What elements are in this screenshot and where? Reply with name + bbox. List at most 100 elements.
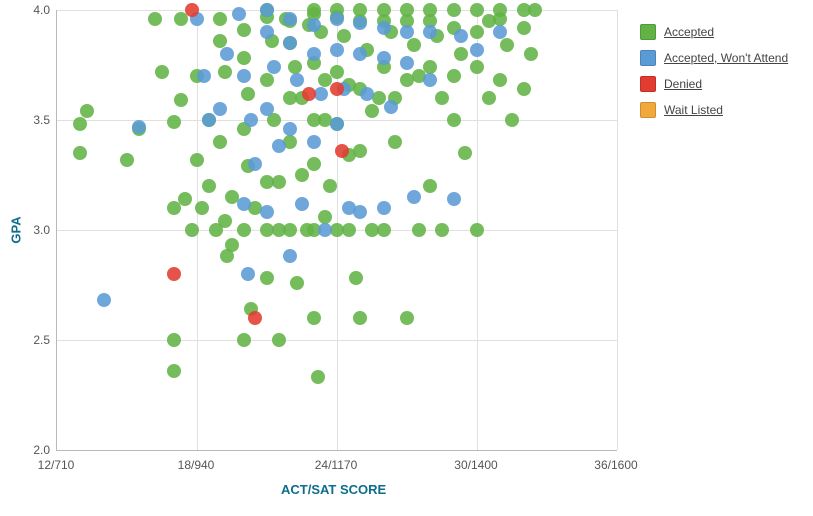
data-point-accepted_wont_attend[interactable] [132, 120, 146, 134]
data-point-denied[interactable] [185, 3, 199, 17]
data-point-accepted[interactable] [213, 12, 227, 26]
data-point-accepted_wont_attend[interactable] [330, 43, 344, 57]
data-point-accepted[interactable] [470, 3, 484, 17]
data-point-accepted_wont_attend[interactable] [454, 29, 468, 43]
data-point-accepted[interactable] [80, 104, 94, 118]
data-point-accepted[interactable] [377, 223, 391, 237]
data-point-accepted[interactable] [260, 73, 274, 87]
data-point-accepted_wont_attend[interactable] [377, 201, 391, 215]
data-point-accepted[interactable] [505, 113, 519, 127]
data-point-accepted_wont_attend[interactable] [260, 102, 274, 116]
data-point-denied[interactable] [330, 82, 344, 96]
data-point-accepted[interactable] [73, 117, 87, 131]
data-point-accepted_wont_attend[interactable] [232, 7, 246, 21]
data-point-accepted[interactable] [524, 47, 538, 61]
data-point-accepted_wont_attend[interactable] [307, 18, 321, 32]
data-point-denied[interactable] [248, 311, 262, 325]
data-point-accepted_wont_attend[interactable] [377, 21, 391, 35]
data-point-accepted[interactable] [260, 271, 274, 285]
legend-item-accepted[interactable]: Accepted [640, 24, 788, 40]
data-point-accepted_wont_attend[interactable] [220, 47, 234, 61]
data-point-accepted[interactable] [174, 93, 188, 107]
data-point-accepted[interactable] [167, 364, 181, 378]
data-point-accepted_wont_attend[interactable] [237, 197, 251, 211]
data-point-accepted_wont_attend[interactable] [400, 25, 414, 39]
data-point-accepted_wont_attend[interactable] [260, 205, 274, 219]
data-point-accepted_wont_attend[interactable] [283, 122, 297, 136]
data-point-accepted[interactable] [470, 25, 484, 39]
data-point-accepted[interactable] [311, 370, 325, 384]
data-point-accepted_wont_attend[interactable] [272, 139, 286, 153]
data-point-accepted_wont_attend[interactable] [283, 249, 297, 263]
data-point-accepted_wont_attend[interactable] [353, 16, 367, 30]
data-point-accepted[interactable] [500, 38, 514, 52]
data-point-accepted_wont_attend[interactable] [97, 293, 111, 307]
data-point-accepted[interactable] [435, 91, 449, 105]
data-point-accepted[interactable] [307, 3, 321, 17]
legend-item-waitlisted[interactable]: Wait Listed [640, 102, 788, 118]
data-point-accepted_wont_attend[interactable] [493, 25, 507, 39]
data-point-accepted_wont_attend[interactable] [423, 73, 437, 87]
data-point-accepted[interactable] [218, 65, 232, 79]
data-point-accepted[interactable] [412, 223, 426, 237]
data-point-accepted[interactable] [353, 144, 367, 158]
data-point-accepted[interactable] [283, 223, 297, 237]
data-point-accepted[interactable] [185, 223, 199, 237]
data-point-accepted[interactable] [365, 104, 379, 118]
data-point-accepted[interactable] [178, 192, 192, 206]
data-point-accepted[interactable] [470, 223, 484, 237]
data-point-accepted[interactable] [290, 276, 304, 290]
data-point-accepted_wont_attend[interactable] [237, 69, 251, 83]
data-point-accepted[interactable] [155, 65, 169, 79]
data-point-accepted[interactable] [167, 115, 181, 129]
data-point-accepted[interactable] [482, 91, 496, 105]
data-point-accepted_wont_attend[interactable] [384, 100, 398, 114]
data-point-accepted[interactable] [517, 82, 531, 96]
data-point-accepted[interactable] [454, 47, 468, 61]
data-point-accepted[interactable] [400, 311, 414, 325]
data-point-accepted[interactable] [407, 38, 421, 52]
data-point-accepted_wont_attend[interactable] [330, 117, 344, 131]
data-point-accepted[interactable] [377, 3, 391, 17]
data-point-accepted_wont_attend[interactable] [353, 47, 367, 61]
data-point-accepted[interactable] [272, 333, 286, 347]
data-point-accepted[interactable] [318, 210, 332, 224]
data-point-accepted[interactable] [148, 12, 162, 26]
data-point-accepted[interactable] [353, 311, 367, 325]
data-point-accepted[interactable] [423, 60, 437, 74]
data-point-accepted[interactable] [493, 73, 507, 87]
data-point-accepted[interactable] [120, 153, 134, 167]
data-point-accepted[interactable] [307, 311, 321, 325]
data-point-accepted[interactable] [470, 60, 484, 74]
data-point-accepted[interactable] [528, 3, 542, 17]
data-point-accepted[interactable] [342, 223, 356, 237]
legend-item-accepted_wont_attend[interactable]: Accepted, Won't Attend [640, 50, 788, 66]
data-point-accepted[interactable] [330, 65, 344, 79]
data-point-denied[interactable] [167, 267, 181, 281]
data-point-accepted[interactable] [458, 146, 472, 160]
data-point-accepted[interactable] [190, 153, 204, 167]
data-point-accepted_wont_attend[interactable] [360, 87, 374, 101]
data-point-accepted[interactable] [349, 271, 363, 285]
data-point-accepted_wont_attend[interactable] [260, 3, 274, 17]
data-point-accepted_wont_attend[interactable] [290, 73, 304, 87]
data-point-accepted[interactable] [195, 201, 209, 215]
data-point-accepted[interactable] [353, 3, 367, 17]
data-point-accepted[interactable] [517, 21, 531, 35]
data-point-accepted_wont_attend[interactable] [283, 12, 297, 26]
data-point-accepted_wont_attend[interactable] [447, 192, 461, 206]
data-point-accepted_wont_attend[interactable] [307, 135, 321, 149]
data-point-accepted_wont_attend[interactable] [423, 25, 437, 39]
data-point-accepted[interactable] [237, 223, 251, 237]
data-point-accepted_wont_attend[interactable] [248, 157, 262, 171]
data-point-accepted[interactable] [73, 146, 87, 160]
data-point-accepted_wont_attend[interactable] [283, 36, 297, 50]
data-point-accepted_wont_attend[interactable] [377, 51, 391, 65]
data-point-accepted_wont_attend[interactable] [244, 113, 258, 127]
data-point-accepted[interactable] [202, 179, 216, 193]
data-point-accepted[interactable] [307, 157, 321, 171]
data-point-accepted[interactable] [272, 175, 286, 189]
data-point-accepted_wont_attend[interactable] [407, 190, 421, 204]
data-point-accepted_wont_attend[interactable] [318, 223, 332, 237]
data-point-accepted_wont_attend[interactable] [202, 113, 216, 127]
